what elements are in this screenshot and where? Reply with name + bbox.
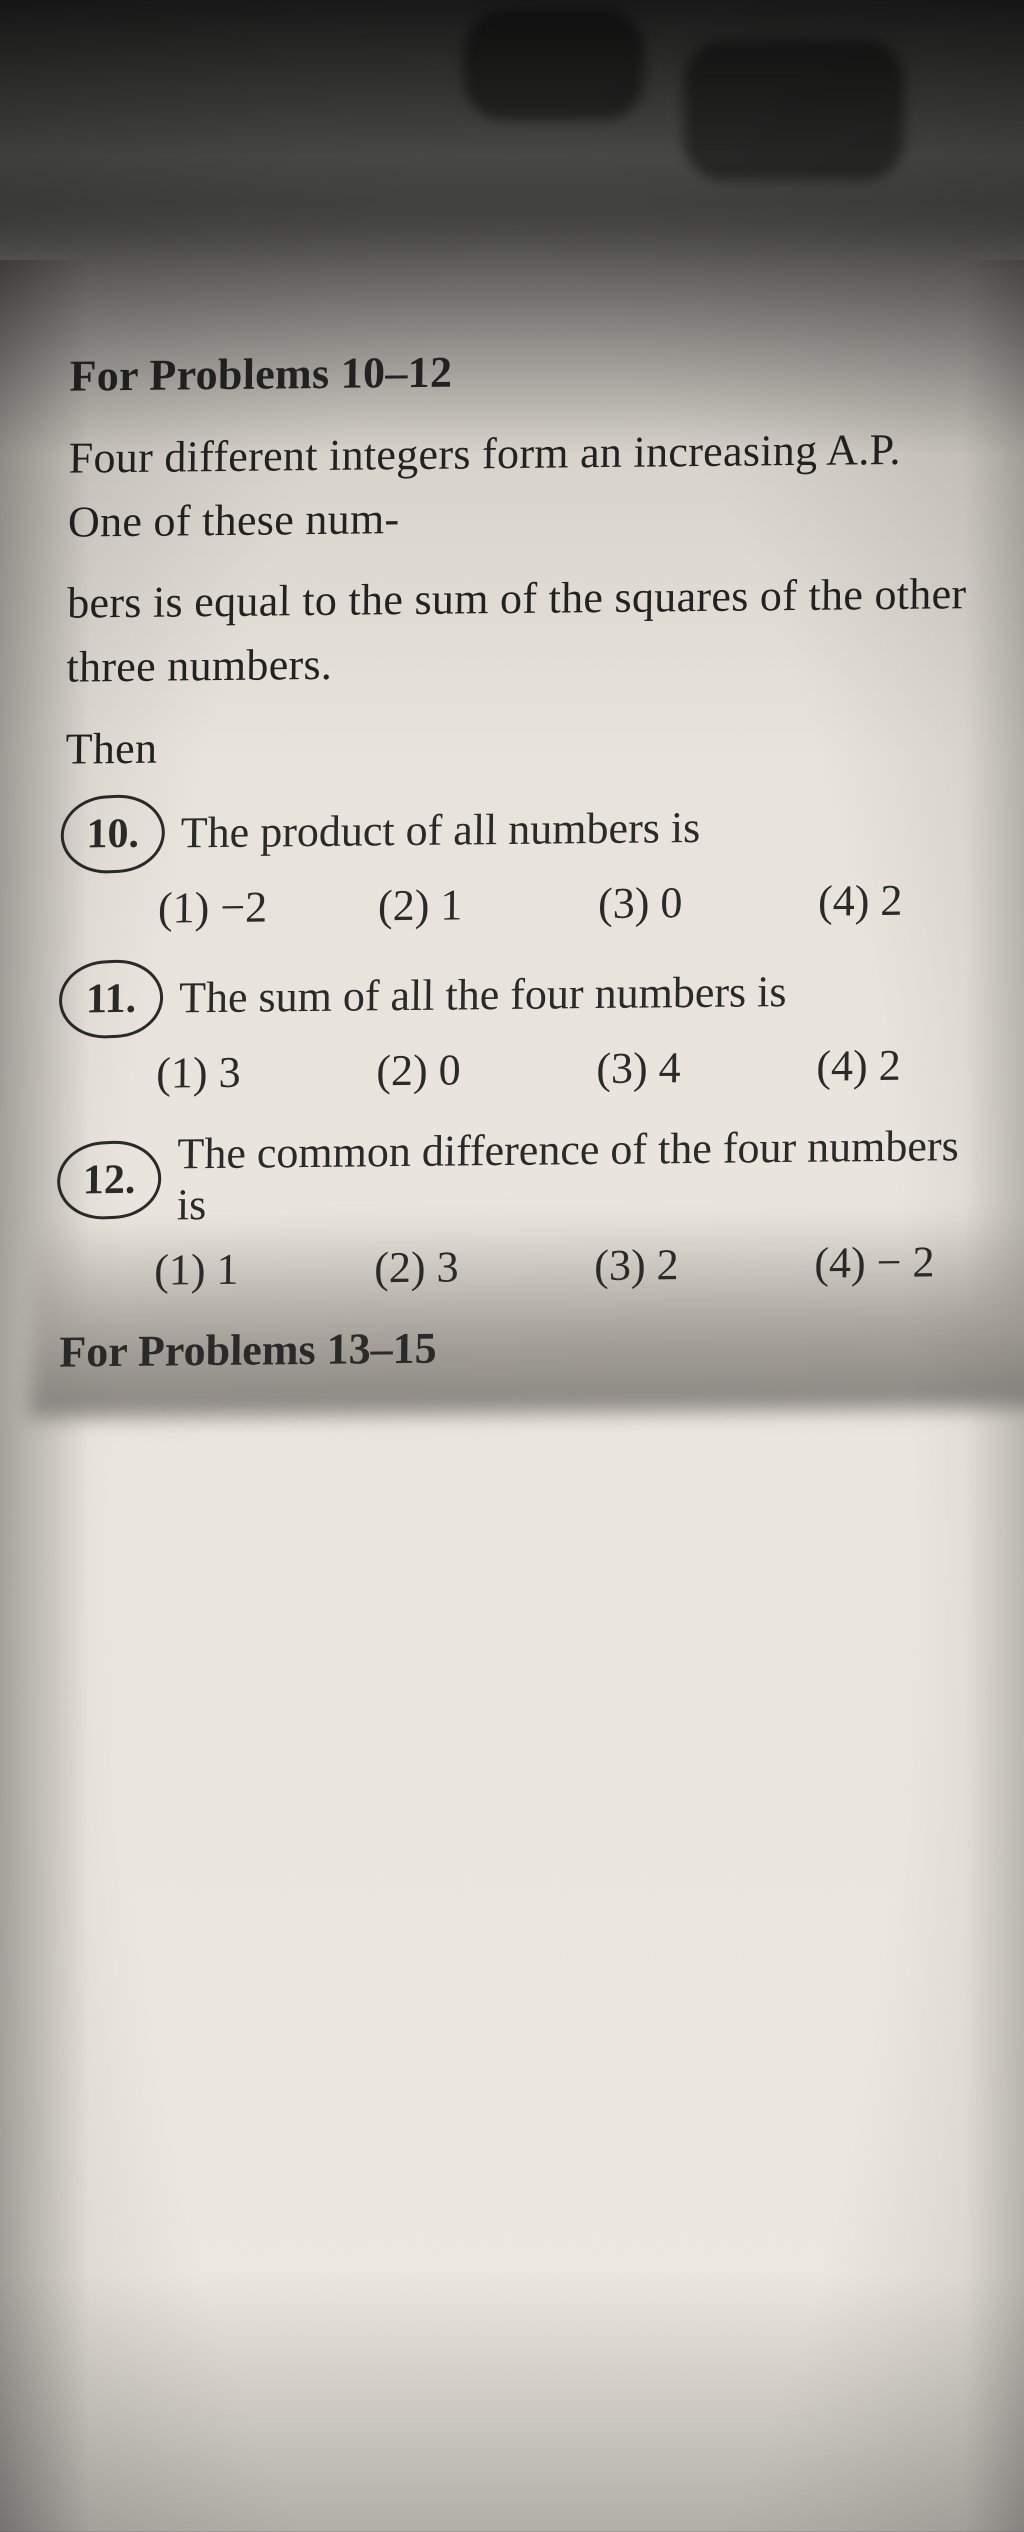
page-curl-shadow xyxy=(0,2272,1024,2532)
next-section-heading: For Problems 13–15 xyxy=(29,1317,974,1378)
question-text: The product of all numbers is xyxy=(181,802,701,858)
option: (2) 3 xyxy=(374,1240,595,1293)
question-number: 10. xyxy=(64,798,161,869)
page-content: For Problems 10–12 Four different intege… xyxy=(29,335,984,1378)
question-text: The common difference of the four number… xyxy=(177,1120,976,1230)
options-row: (1) −2 (2) 1 (3) 0 (4) 2 xyxy=(34,874,979,935)
shadow-blob xyxy=(464,10,644,120)
option: (1) −2 xyxy=(158,880,379,933)
question-row: 10. The product of all numbers is xyxy=(34,790,979,870)
option: (3) 2 xyxy=(594,1237,815,1290)
options-row: (1) 3 (2) 0 (3) 4 (4) 2 xyxy=(32,1039,977,1100)
question-number: 11. xyxy=(63,963,160,1034)
option: (3) 4 xyxy=(596,1040,817,1093)
section-heading: For Problems 10–12 xyxy=(39,335,984,409)
option: (4) 2 xyxy=(818,873,1024,926)
option: (3) 0 xyxy=(598,875,819,928)
question-text: The sum of all the four numbers is xyxy=(179,966,787,1023)
option: (4) 2 xyxy=(816,1038,1024,1091)
question-row: 11. The sum of all the four numbers is xyxy=(33,955,978,1035)
option: (1) 1 xyxy=(154,1242,375,1295)
question-row: 12. The common difference of the four nu… xyxy=(31,1120,976,1232)
intro-text-line: bers is equal to the sum of the squares … xyxy=(36,562,981,699)
options-row: (1) 1 (2) 3 (3) 2 (4) − 2 xyxy=(30,1236,975,1297)
intro-text-line: Four different integers form an increasi… xyxy=(38,417,983,554)
option: (2) 0 xyxy=(376,1043,597,1096)
then-label: Then xyxy=(35,708,980,782)
shadow-blob xyxy=(684,40,904,180)
option: (1) 3 xyxy=(156,1045,377,1098)
option: (4) − 2 xyxy=(814,1235,1024,1288)
option: (2) 1 xyxy=(378,878,599,931)
question-number: 12. xyxy=(61,1144,158,1215)
